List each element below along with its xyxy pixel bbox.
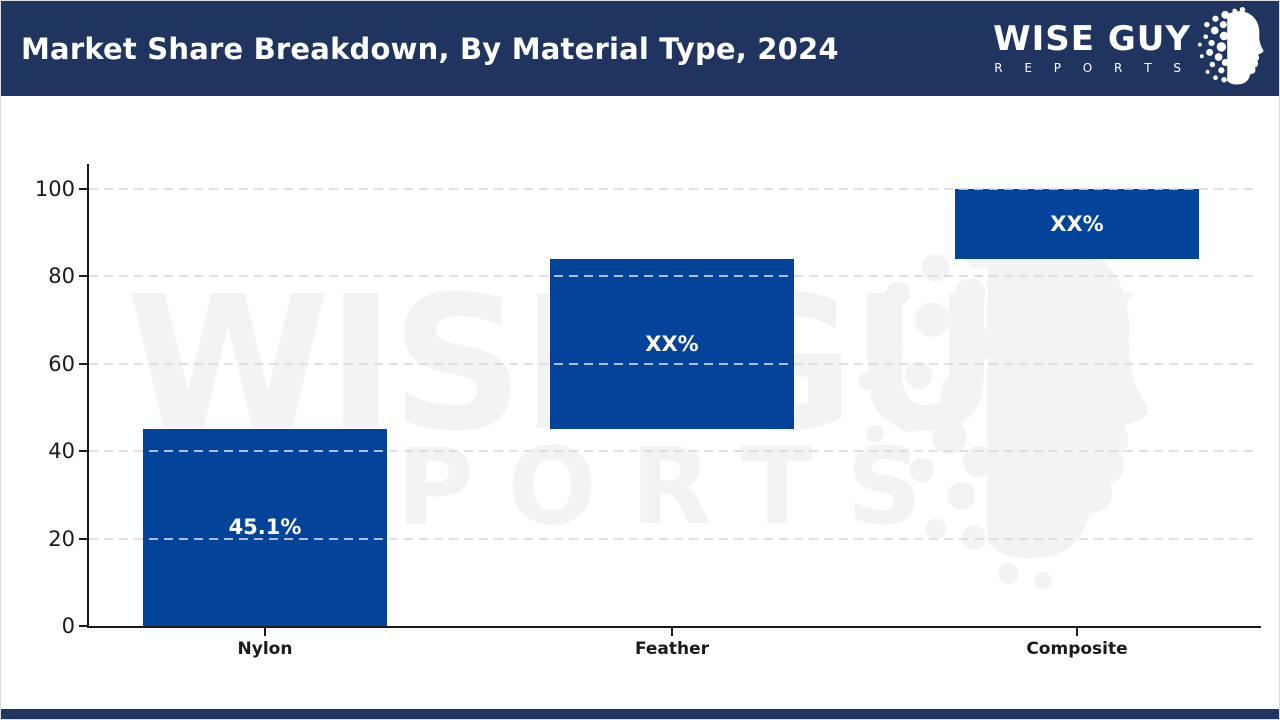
bar-composite	[955, 188, 1199, 259]
y-axis-tick	[79, 187, 87, 190]
header-band: Market Share Breakdown, By Material Type…	[1, 1, 1279, 96]
y-axis-tick-label: 40	[48, 439, 75, 463]
y-axis-tick-label: 80	[48, 264, 75, 288]
y-axis-tick	[79, 537, 87, 540]
bar-value-label-composite: XX%	[1050, 211, 1104, 236]
gridline-y-40	[89, 450, 1259, 452]
brand-name: WISE GUY	[993, 19, 1191, 59]
x-axis-line	[87, 626, 1261, 628]
y-axis-tick	[79, 362, 87, 365]
gridline-y-80	[89, 275, 1259, 277]
bar-value-label-feather: XX%	[645, 331, 699, 356]
brand-logo: WISE GUY R E P O R T S	[993, 5, 1269, 93]
gridline-y-60	[89, 362, 1259, 365]
footer-band	[1, 709, 1279, 719]
x-axis-label-nylon: Nylon	[237, 639, 293, 659]
gridline-y-20	[89, 537, 1259, 540]
y-axis-tick	[79, 625, 87, 627]
y-axis-tick	[79, 450, 87, 452]
wiseguy-head-watermark-icon	[858, 216, 1148, 590]
wiseguy-head-icon	[1197, 7, 1264, 85]
x-axis-tick	[264, 628, 266, 636]
bar-nylon	[143, 428, 387, 626]
x-axis-tick	[671, 628, 673, 636]
brand-subname: R E P O R T S	[994, 61, 1190, 75]
y-axis-line	[87, 164, 89, 628]
bar-value-label-nylon: 45.1%	[228, 515, 302, 540]
y-axis-tick-label: 60	[48, 351, 75, 376]
y-axis-tick-label: 100	[34, 176, 75, 201]
x-axis-label-composite: Composite	[1026, 639, 1128, 659]
gridline-y-100	[89, 187, 1259, 190]
y-axis-tick	[79, 275, 87, 277]
brand-text: WISE GUY R E P O R T S	[993, 19, 1191, 75]
x-axis-tick	[1076, 628, 1078, 636]
x-axis-label-feather: Feather	[634, 639, 710, 659]
y-axis-tick-label: 20	[48, 526, 75, 551]
bar-feather	[550, 258, 794, 429]
page-title: Market Share Breakdown, By Material Type…	[21, 31, 839, 66]
y-axis-tick-label: 0	[61, 614, 75, 638]
